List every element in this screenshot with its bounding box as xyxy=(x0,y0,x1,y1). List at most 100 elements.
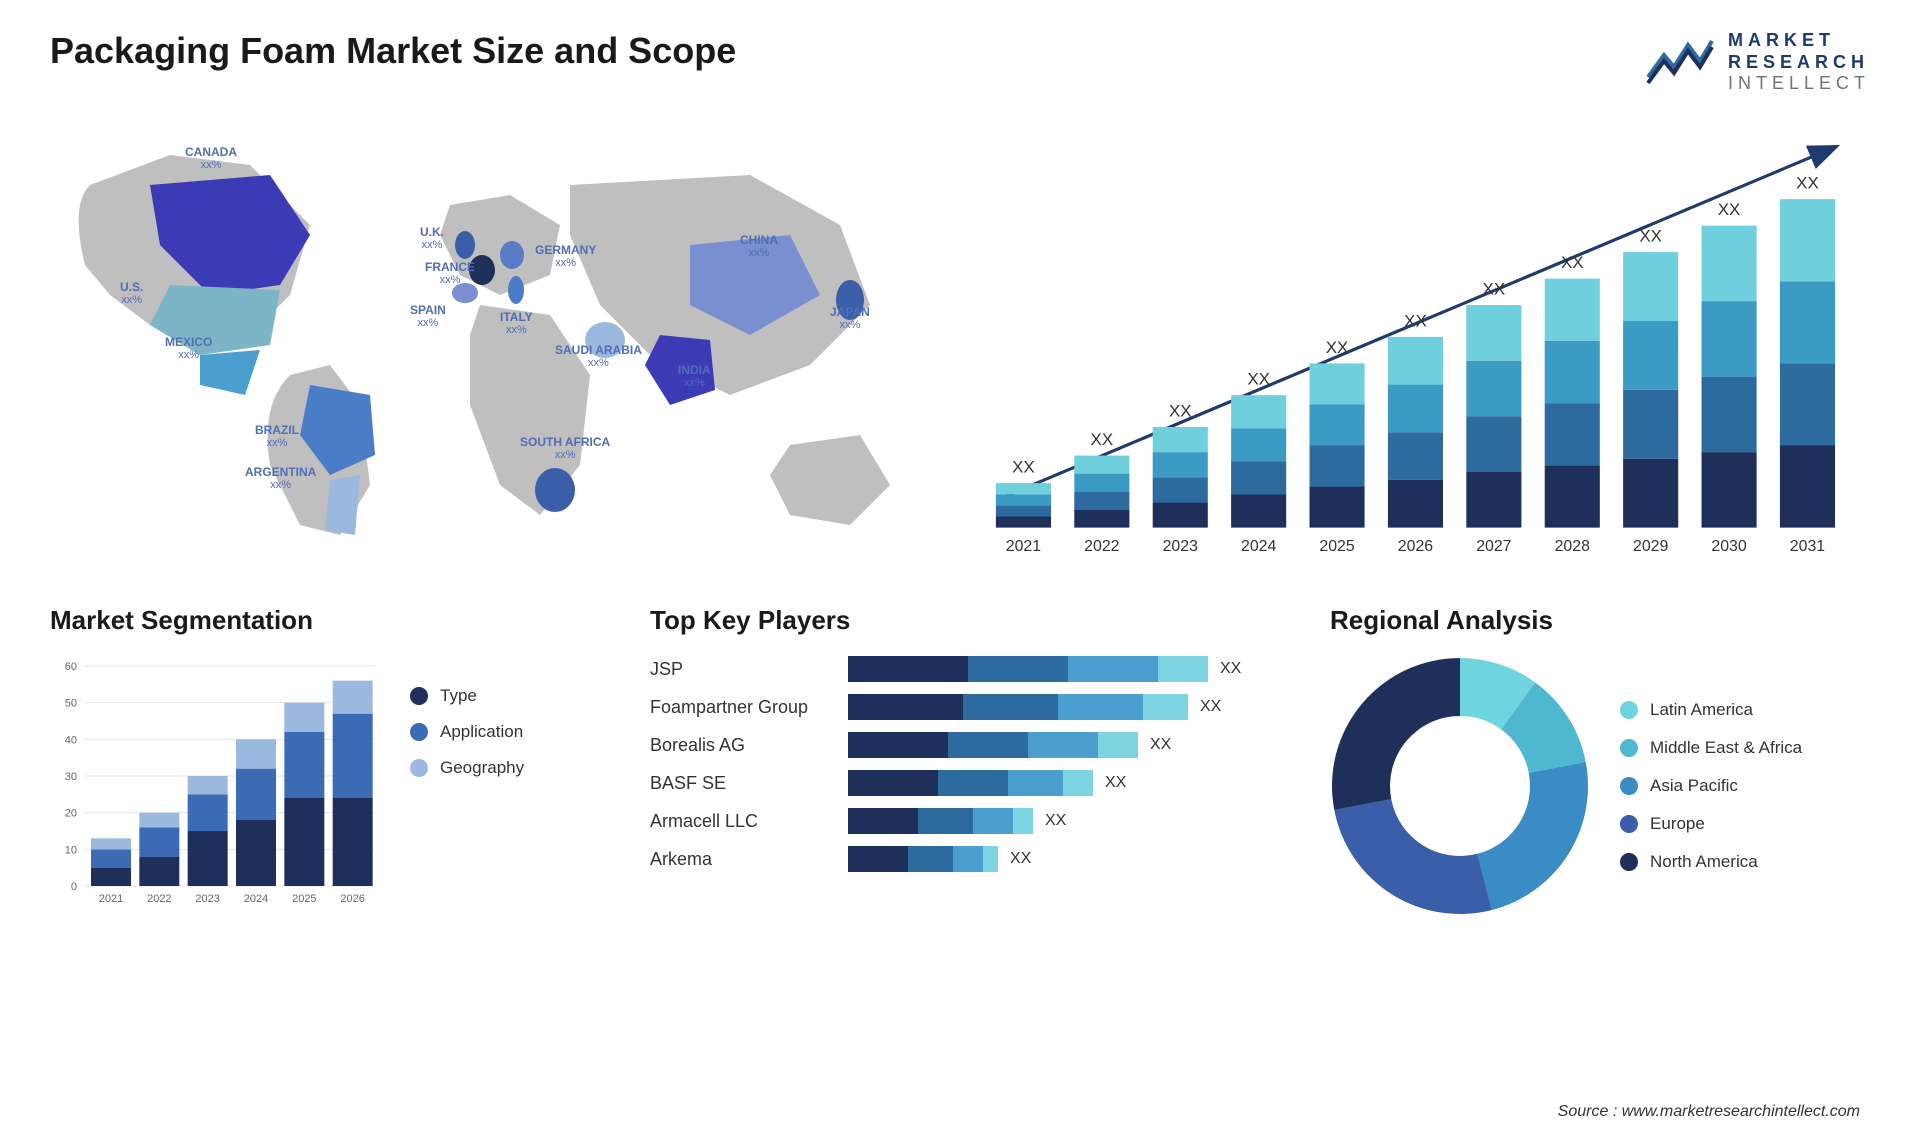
country-label: SAUDI ARABIAxx% xyxy=(555,343,642,371)
growth-bar-segment xyxy=(1702,225,1757,300)
player-bar-segment xyxy=(848,656,968,682)
logo-icon xyxy=(1646,37,1716,87)
growth-bar-segment xyxy=(996,494,1051,505)
seg-bar-segment xyxy=(333,798,373,886)
player-bar xyxy=(848,694,1188,720)
growth-bar-segment xyxy=(1153,477,1208,502)
growth-bar-value: XX xyxy=(1091,430,1114,449)
growth-bar-segment xyxy=(996,505,1051,516)
legend-label: Middle East & Africa xyxy=(1650,738,1802,758)
growth-bar-value: XX xyxy=(1012,457,1035,476)
player-bar-segment xyxy=(848,846,908,872)
growth-bar-value: XX xyxy=(1326,338,1349,357)
svg-text:30: 30 xyxy=(65,771,77,783)
player-name: Arkema xyxy=(650,846,830,872)
player-bar-segment xyxy=(848,808,918,834)
growth-bar-segment xyxy=(1545,465,1600,527)
seg-bar-segment xyxy=(236,739,276,768)
growth-bar-segment xyxy=(1074,491,1129,509)
growth-bar-segment xyxy=(996,516,1051,527)
country-label: INDIAxx% xyxy=(678,363,711,391)
legend-dot xyxy=(1620,853,1638,871)
growth-year-label: 2021 xyxy=(1006,538,1041,555)
legend-label: North America xyxy=(1650,852,1758,872)
growth-bar-segment xyxy=(1545,403,1600,465)
player-bar-segment xyxy=(1143,694,1188,720)
legend-label: Type xyxy=(440,686,477,706)
seg-bar-segment xyxy=(91,849,131,867)
growth-svg: XX2021XX2022XX2023XX2024XX2025XX2026XX20… xyxy=(980,125,1870,581)
legend-dot xyxy=(410,723,428,741)
donut-slice xyxy=(1477,762,1588,910)
player-name: Armacell LLC xyxy=(650,808,830,834)
region-italy xyxy=(508,276,524,304)
growth-bar-segment xyxy=(1780,281,1835,363)
growth-bar-segment xyxy=(1388,337,1443,385)
growth-bar-value: XX xyxy=(1718,200,1741,219)
player-row: XX xyxy=(848,694,1290,720)
player-bar-segment xyxy=(908,846,953,872)
growth-bar-segment xyxy=(1780,363,1835,445)
growth-bar-value: XX xyxy=(1404,311,1427,330)
growth-year-label: 2028 xyxy=(1555,538,1590,555)
seg-bar-segment xyxy=(284,798,324,886)
growth-bar-segment xyxy=(1623,459,1678,528)
svg-text:40: 40 xyxy=(65,734,77,746)
player-bar-segment xyxy=(938,770,1008,796)
player-bar-segment xyxy=(848,732,948,758)
brand-logo: MARKET RESEARCH INTELLECT xyxy=(1646,30,1870,95)
player-bar-segment xyxy=(953,846,983,872)
segmentation-title: Market Segmentation xyxy=(50,605,610,636)
donut-chart xyxy=(1330,656,1590,916)
country-label: BRAZILxx% xyxy=(255,423,299,451)
logo-line3: INTELLECT xyxy=(1728,73,1870,95)
player-bar-segment xyxy=(968,656,1068,682)
legend-label: Europe xyxy=(1650,814,1705,834)
legend-item: Asia Pacific xyxy=(1620,776,1802,796)
growth-bar-segment xyxy=(1466,472,1521,528)
legend-item: North America xyxy=(1620,852,1802,872)
region-argentina xyxy=(325,475,360,535)
svg-text:2024: 2024 xyxy=(244,893,268,905)
seg-bar-segment xyxy=(284,732,324,798)
player-name: BASF SE xyxy=(650,770,830,796)
region-germany xyxy=(500,241,524,269)
seg-bar-segment xyxy=(333,713,373,797)
legend-dot xyxy=(1620,701,1638,719)
legend-dot xyxy=(1620,815,1638,833)
svg-text:2023: 2023 xyxy=(195,893,219,905)
growth-bar-segment xyxy=(1231,494,1286,527)
growth-year-label: 2029 xyxy=(1633,538,1668,555)
svg-text:10: 10 xyxy=(65,844,77,856)
seg-bar-segment xyxy=(333,680,373,713)
seg-bar-segment xyxy=(284,702,324,731)
region-uk xyxy=(455,231,475,259)
country-label: U.K.xx% xyxy=(420,225,444,253)
player-bar-segment xyxy=(1013,808,1033,834)
player-bar-segment xyxy=(848,770,938,796)
growth-year-label: 2026 xyxy=(1398,538,1433,555)
growth-bar-value: XX xyxy=(1561,253,1584,272)
seg-bar-segment xyxy=(91,867,131,885)
seg-bar-segment xyxy=(188,776,228,794)
legend-label: Application xyxy=(440,722,523,742)
seg-bar-segment xyxy=(236,768,276,819)
growth-bar-segment xyxy=(1545,341,1600,403)
player-name: Foampartner Group xyxy=(650,694,830,720)
player-bar-segment xyxy=(1098,732,1138,758)
growth-year-label: 2022 xyxy=(1084,538,1119,555)
player-bar xyxy=(848,732,1138,758)
growth-bar-value: XX xyxy=(1247,369,1270,388)
country-label: SPAINxx% xyxy=(410,303,446,331)
segmentation-legend: TypeApplicationGeography xyxy=(410,656,524,916)
growth-bar-value: XX xyxy=(1483,279,1506,298)
growth-bar-segment xyxy=(1388,480,1443,528)
player-row: XX xyxy=(848,732,1290,758)
player-bar-segment xyxy=(1058,694,1143,720)
seg-bar-segment xyxy=(91,838,131,849)
player-bar-segment xyxy=(1158,656,1208,682)
donut-legend: Latin AmericaMiddle East & AfricaAsia Pa… xyxy=(1620,700,1802,872)
growth-bar-segment xyxy=(996,483,1051,494)
growth-bar-segment xyxy=(1388,432,1443,480)
player-bar-segment xyxy=(1063,770,1093,796)
